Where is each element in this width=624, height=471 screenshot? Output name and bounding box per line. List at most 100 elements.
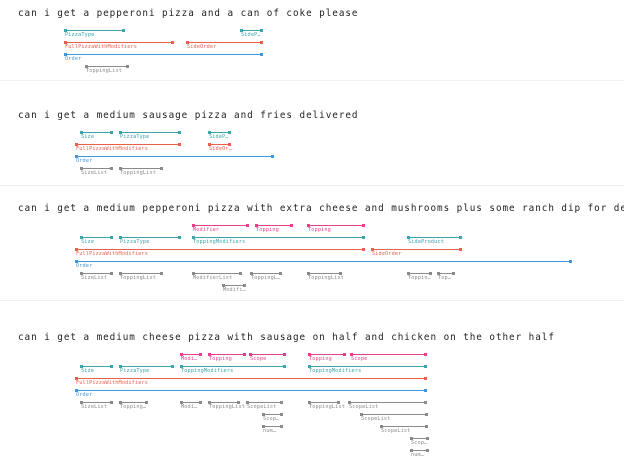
span-label: FullPizzaWithModifiers [76, 380, 149, 386]
span-bar [307, 273, 342, 274]
parse-span[interactable]: SizeList [80, 271, 113, 281]
parse-span[interactable]: ToppingModifiers [180, 364, 286, 374]
span-cap-right [339, 271, 342, 275]
parse-span[interactable]: SideOrder [186, 40, 263, 50]
span-bar [208, 402, 240, 403]
parse-span[interactable]: Order [75, 259, 572, 269]
parse-span[interactable]: Scop… [410, 436, 429, 446]
parse-span[interactable]: ToppingList [307, 271, 344, 281]
span-cap-left [348, 400, 351, 404]
parse-span[interactable]: FullPizzaWithModifiers [75, 142, 181, 152]
parse-span[interactable]: PizzaType [64, 28, 125, 38]
parse-span[interactable]: Toppin… [407, 271, 432, 281]
parse-span[interactable]: ModifierList [192, 271, 242, 281]
parse-span[interactable]: SideOrder [371, 247, 462, 257]
parse-span[interactable]: Topping… [119, 400, 148, 410]
parse-span[interactable]: FullPizzaWithModifiers [75, 247, 365, 257]
span-label: ToppingList [309, 404, 346, 410]
span-bar [80, 168, 113, 169]
span-cap-right [171, 40, 174, 44]
parse-span[interactable]: ToppingList [308, 400, 345, 410]
parse-span[interactable]: Order [75, 154, 274, 164]
parse-span[interactable]: Topping [255, 223, 293, 233]
parse-span[interactable]: Scope [350, 352, 427, 362]
parse-span[interactable]: Topping [308, 352, 346, 362]
parse-span[interactable]: Top… [437, 271, 455, 281]
span-label: ScopeList [349, 404, 379, 410]
parse-span[interactable]: SideP… [208, 130, 231, 140]
parse-span[interactable]: ToppingList [119, 271, 163, 281]
span-cap-right [424, 364, 427, 368]
span-cap-right [110, 271, 113, 275]
span-bar [75, 261, 572, 262]
parse-span[interactable]: Order [64, 52, 263, 62]
span-label: ModifierList [193, 275, 233, 281]
example-separator [0, 300, 624, 301]
parse-span[interactable]: Modi… [180, 352, 202, 362]
parse-span[interactable]: PizzaType [119, 130, 181, 140]
span-cap-right [283, 352, 286, 356]
span-label: ToppingL… [251, 275, 281, 281]
parse-span[interactable]: Modi… [180, 400, 202, 410]
parse-span[interactable]: Order [75, 388, 427, 398]
parse-span[interactable]: SideProduct [407, 235, 462, 245]
parse-span[interactable]: Size [80, 235, 113, 245]
parse-span[interactable]: SideP… [240, 28, 263, 38]
parse-span[interactable]: Scope [249, 352, 286, 362]
span-cap-left [407, 235, 410, 239]
parse-span[interactable]: PizzaType [119, 364, 174, 374]
span-cap-right [362, 223, 365, 227]
parse-span[interactable]: SideOr… [208, 142, 232, 152]
span-cap-right [110, 235, 113, 239]
parse-span[interactable]: FullPizzaWithModifiers [64, 40, 174, 50]
span-bar [75, 390, 427, 391]
span-cap-right [260, 40, 263, 44]
parse-span[interactable]: ScopeList [380, 424, 428, 434]
parse-span[interactable]: Size [80, 364, 113, 374]
span-cap-left [186, 40, 189, 44]
parse-span[interactable]: ScopeList [246, 400, 283, 410]
span-cap-left [75, 376, 78, 380]
parse-span[interactable]: ToppingList [119, 166, 163, 176]
parse-span[interactable]: ToppingList [208, 400, 245, 410]
parse-span[interactable]: num… [410, 448, 429, 458]
parse-span[interactable]: ToppingList [85, 64, 129, 74]
span-cap-left [75, 142, 78, 146]
span-bar [119, 132, 181, 133]
parse-span[interactable]: ToppingL… [250, 271, 282, 281]
span-cap-right [424, 400, 427, 404]
parse-span[interactable]: ScopeList [360, 412, 428, 422]
span-bar [186, 42, 263, 43]
parse-span[interactable]: PizzaType [119, 235, 181, 245]
span-label: ToppingModifiers [309, 368, 362, 374]
span-cap-left [119, 364, 122, 368]
span-bar [80, 132, 113, 133]
parse-span[interactable]: Topping [307, 223, 365, 233]
span-cap-right [178, 235, 181, 239]
span-label: Size [81, 368, 95, 374]
parse-span[interactable]: Modifier [192, 223, 249, 233]
parse-span[interactable]: Modifi… [222, 283, 246, 293]
span-cap-right [569, 259, 572, 263]
parse-span[interactable]: num… [262, 424, 283, 434]
span-cap-left [119, 166, 122, 170]
span-cap-left [80, 364, 83, 368]
span-bar [348, 402, 427, 403]
span-label: Order [76, 263, 93, 269]
span-cap-right [110, 364, 113, 368]
parse-span[interactable]: ScopeList [348, 400, 427, 410]
parse-span[interactable]: Topping [208, 352, 246, 362]
span-bar [80, 237, 113, 238]
parse-span[interactable]: SizeList [80, 400, 113, 410]
span-cap-left [180, 352, 183, 356]
parse-span[interactable]: FullPizzaWithModifiers [75, 376, 427, 386]
span-cap-right [459, 235, 462, 239]
span-label: FullPizzaWithModifiers [76, 146, 149, 152]
parse-span[interactable]: ToppingModifiers [308, 364, 427, 374]
parse-span[interactable]: SizeList [80, 166, 113, 176]
parse-span[interactable]: Scop… [262, 412, 283, 422]
parse-span[interactable]: Size [80, 130, 113, 140]
span-cap-left [180, 364, 183, 368]
parse-span[interactable]: ToppingModifiers [192, 235, 365, 245]
